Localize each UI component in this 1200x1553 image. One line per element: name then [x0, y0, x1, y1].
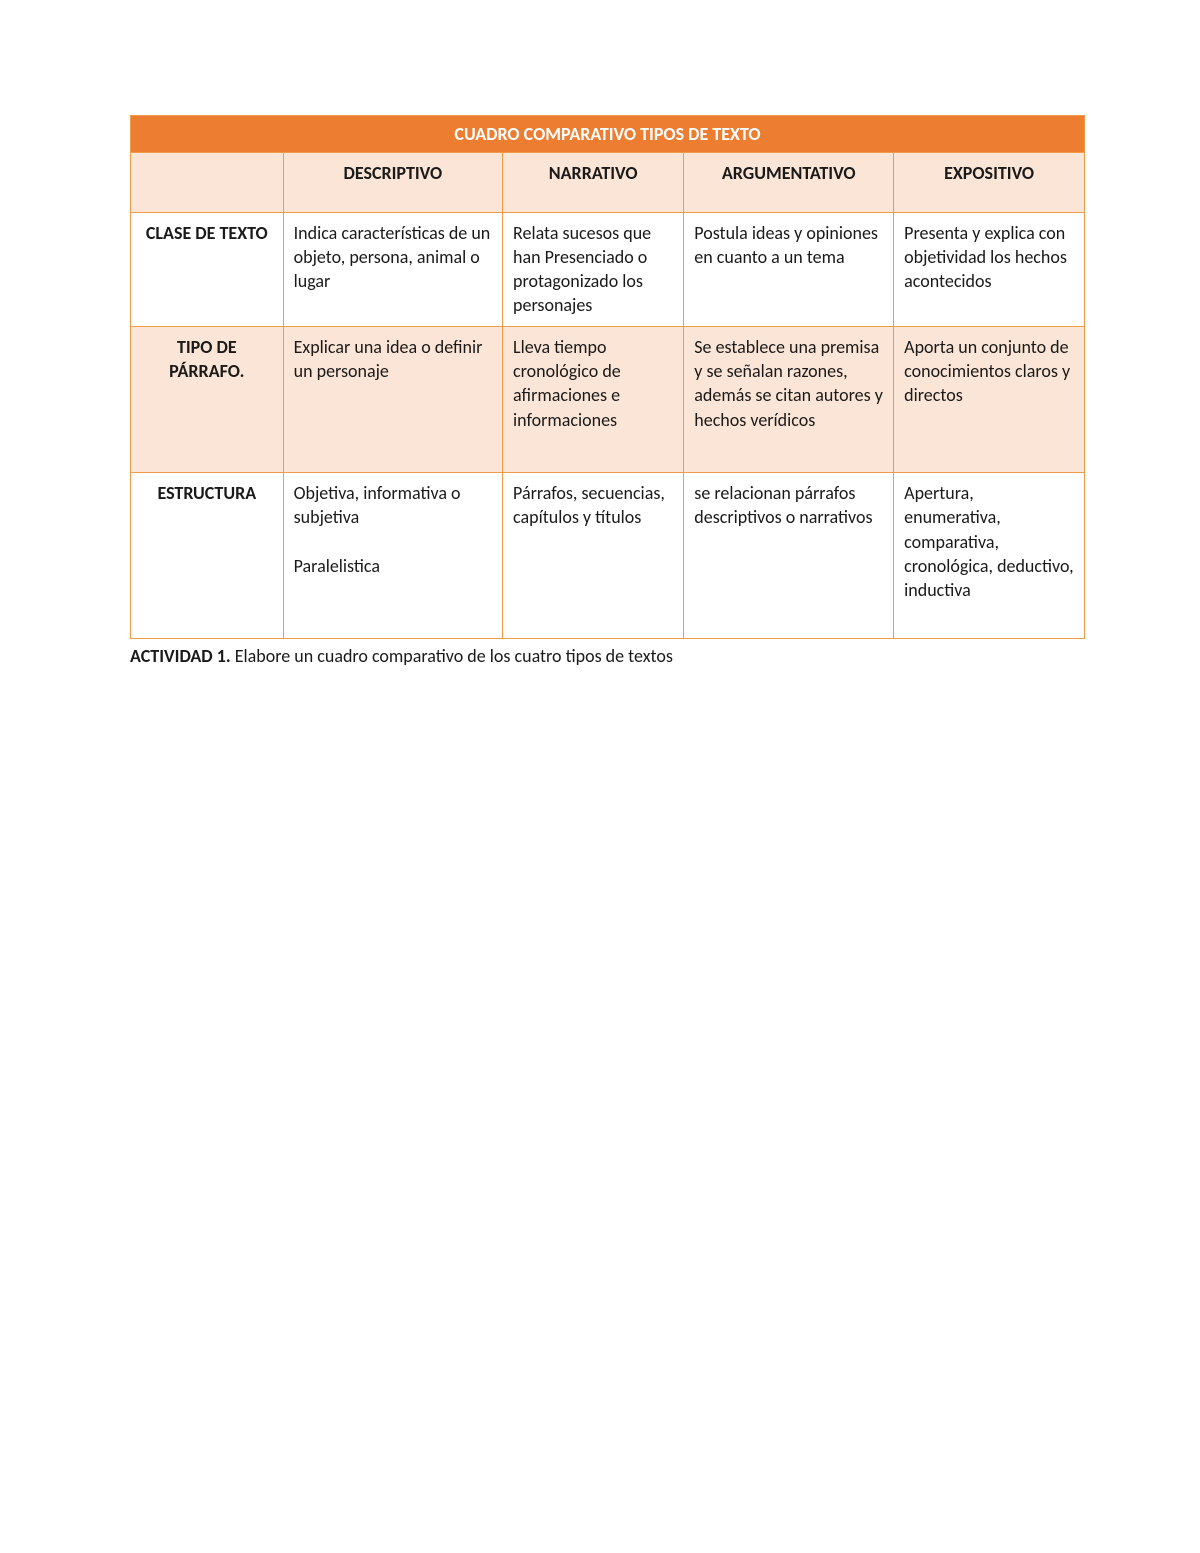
- header-col-2: NARRATIVO: [503, 153, 684, 212]
- cell: Objetiva, informativa o subjetiva Parale…: [283, 472, 502, 638]
- cell: Relata sucesos que han Presenciado o pro…: [503, 212, 684, 326]
- header-col-4: EXPOSITIVO: [894, 153, 1085, 212]
- table-row: ESTRUCTURA Objetiva, informativa o subje…: [131, 472, 1085, 638]
- cell: Indica características de un objeto, per…: [283, 212, 502, 326]
- cell: Explicar una idea o definir un personaje: [283, 326, 502, 472]
- comparison-table: CUADRO COMPARATIVO TIPOS DE TEXTO DESCRI…: [130, 115, 1085, 639]
- table-header-row: DESCRIPTIVO NARRATIVO ARGUMENTATIVO EXPO…: [131, 153, 1085, 212]
- header-empty: [131, 153, 284, 212]
- table-title-row: CUADRO COMPARATIVO TIPOS DE TEXTO: [131, 116, 1085, 153]
- header-col-3: ARGUMENTATIVO: [684, 153, 894, 212]
- cell: Se establece una premisa y se señalan ra…: [684, 326, 894, 472]
- row-label-2: TIPO DE PÁRRAFO.: [131, 326, 284, 472]
- caption-text: Elabore un cuadro comparativo de los cua…: [231, 645, 673, 667]
- table-row: CLASE DE TEXTO Indica características de…: [131, 212, 1085, 326]
- cell: Aporta un conjunto de conocimientos clar…: [894, 326, 1085, 472]
- row-label-1: CLASE DE TEXTO: [131, 212, 284, 326]
- cell: Lleva tiempo cronológico de afirmaciones…: [503, 326, 684, 472]
- cell: Párrafos, secuencias, capítulos y título…: [503, 472, 684, 638]
- row-label-3: ESTRUCTURA: [131, 472, 284, 638]
- cell: Postula ideas y opiniones en cuanto a un…: [684, 212, 894, 326]
- cell: Presenta y explica con objetividad los h…: [894, 212, 1085, 326]
- cell: se relacionan párrafos descriptivos o na…: [684, 472, 894, 638]
- header-col-1: DESCRIPTIVO: [283, 153, 502, 212]
- caption-bold: ACTIVIDAD 1.: [130, 645, 231, 667]
- table-row: TIPO DE PÁRRAFO. Explicar una idea o def…: [131, 326, 1085, 472]
- activity-caption: ACTIVIDAD 1. Elabore un cuadro comparati…: [130, 645, 1085, 667]
- table-title: CUADRO COMPARATIVO TIPOS DE TEXTO: [131, 116, 1085, 153]
- cell: Apertura, enumerativa, comparativa, cron…: [894, 472, 1085, 638]
